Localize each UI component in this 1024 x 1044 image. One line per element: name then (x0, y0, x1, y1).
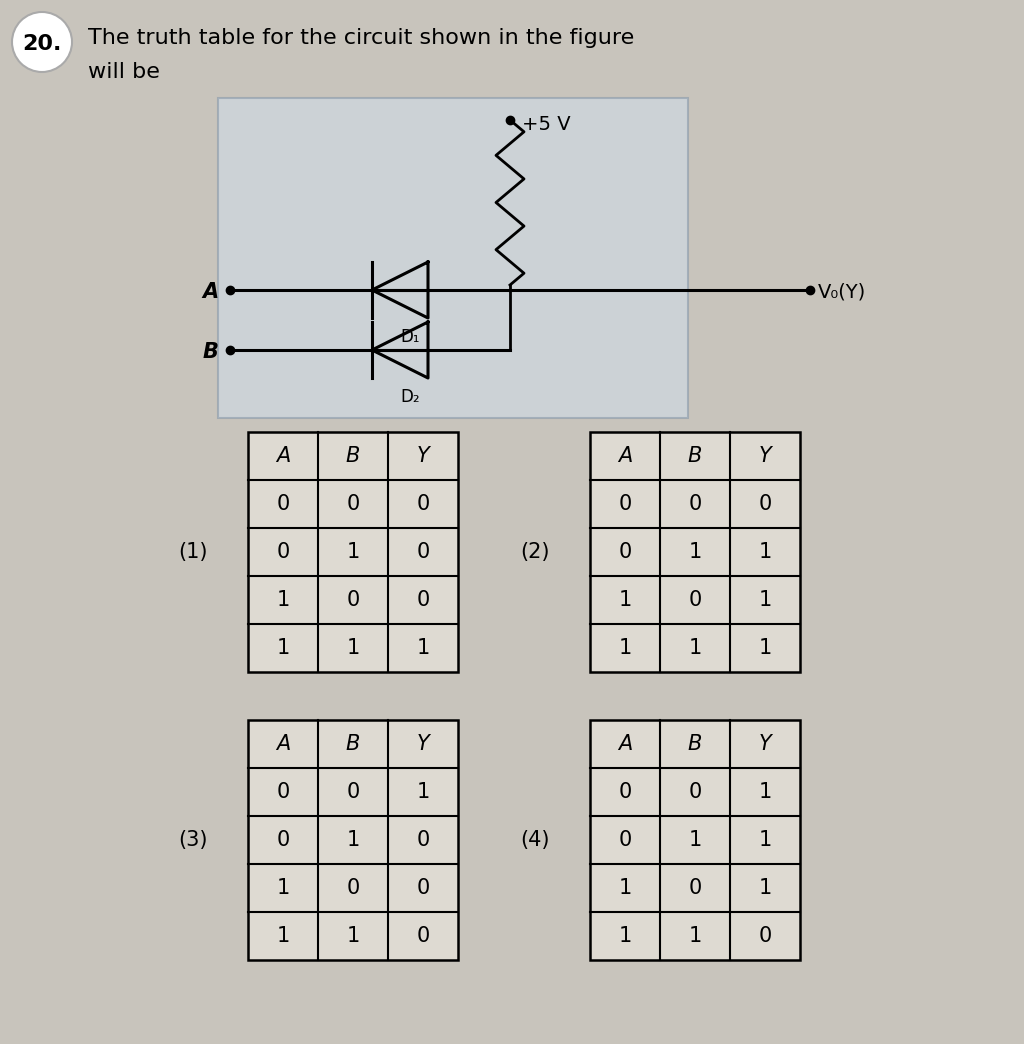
Text: 0: 0 (417, 878, 430, 898)
Text: 1: 1 (759, 830, 772, 850)
FancyBboxPatch shape (218, 98, 688, 418)
Text: 0: 0 (688, 590, 701, 610)
Bar (248, 720, 458, 960)
Text: (1): (1) (178, 542, 208, 562)
Text: B: B (688, 734, 702, 754)
Text: 1: 1 (759, 878, 772, 898)
Text: 0: 0 (618, 494, 632, 514)
Text: B: B (346, 734, 360, 754)
Text: 0: 0 (618, 830, 632, 850)
Text: 1: 1 (417, 638, 430, 658)
Bar (590, 720, 800, 960)
Text: 1: 1 (759, 590, 772, 610)
Text: (2): (2) (520, 542, 550, 562)
Bar (590, 432, 800, 672)
Text: 0: 0 (417, 830, 430, 850)
Text: D₂: D₂ (400, 388, 420, 406)
Text: A: A (202, 282, 218, 302)
Bar (248, 432, 458, 672)
Text: 1: 1 (276, 638, 290, 658)
Text: A: A (617, 734, 632, 754)
Text: 1: 1 (618, 926, 632, 946)
Text: B: B (202, 342, 218, 362)
Text: 1: 1 (417, 782, 430, 802)
Text: 1: 1 (759, 638, 772, 658)
Text: 0: 0 (276, 494, 290, 514)
Text: Y: Y (759, 446, 771, 466)
Text: 0: 0 (417, 926, 430, 946)
Text: A: A (275, 734, 290, 754)
Text: 1: 1 (276, 590, 290, 610)
Text: 0: 0 (276, 542, 290, 562)
Text: 0: 0 (346, 494, 359, 514)
Text: A: A (617, 446, 632, 466)
Text: 0: 0 (688, 782, 701, 802)
Text: 1: 1 (276, 878, 290, 898)
Text: 1: 1 (618, 590, 632, 610)
Text: 0: 0 (346, 590, 359, 610)
Text: 1: 1 (688, 542, 701, 562)
Text: 0: 0 (618, 782, 632, 802)
Text: 1: 1 (618, 638, 632, 658)
Text: 0: 0 (276, 782, 290, 802)
Text: 1: 1 (618, 878, 632, 898)
Text: 1: 1 (688, 830, 701, 850)
Text: 0: 0 (618, 542, 632, 562)
Text: 1: 1 (346, 542, 359, 562)
Text: 0: 0 (276, 830, 290, 850)
Text: B: B (346, 446, 360, 466)
Text: +5 V: +5 V (522, 116, 570, 135)
Text: 0: 0 (417, 542, 430, 562)
Text: Y: Y (759, 734, 771, 754)
Text: (3): (3) (178, 830, 208, 850)
Text: 0: 0 (688, 494, 701, 514)
Text: 1: 1 (688, 638, 701, 658)
Text: Y: Y (417, 734, 429, 754)
Text: A: A (275, 446, 290, 466)
Text: The truth table for the circuit shown in the figure: The truth table for the circuit shown in… (88, 28, 634, 48)
Text: V₀(Y): V₀(Y) (818, 283, 866, 302)
Text: 0: 0 (417, 494, 430, 514)
Text: 0: 0 (688, 878, 701, 898)
Text: D₁: D₁ (400, 328, 420, 346)
Text: 0: 0 (759, 494, 772, 514)
Text: Y: Y (417, 446, 429, 466)
Text: will be: will be (88, 62, 160, 82)
Text: 1: 1 (688, 926, 701, 946)
Text: B: B (688, 446, 702, 466)
Text: 1: 1 (276, 926, 290, 946)
Text: 1: 1 (759, 782, 772, 802)
Text: 0: 0 (759, 926, 772, 946)
Text: 0: 0 (417, 590, 430, 610)
Circle shape (12, 11, 72, 72)
Text: 20.: 20. (23, 34, 61, 54)
Text: 1: 1 (346, 830, 359, 850)
Text: 1: 1 (346, 638, 359, 658)
Text: 1: 1 (346, 926, 359, 946)
Text: 0: 0 (346, 782, 359, 802)
Text: (4): (4) (520, 830, 550, 850)
Text: 0: 0 (346, 878, 359, 898)
Text: 1: 1 (759, 542, 772, 562)
